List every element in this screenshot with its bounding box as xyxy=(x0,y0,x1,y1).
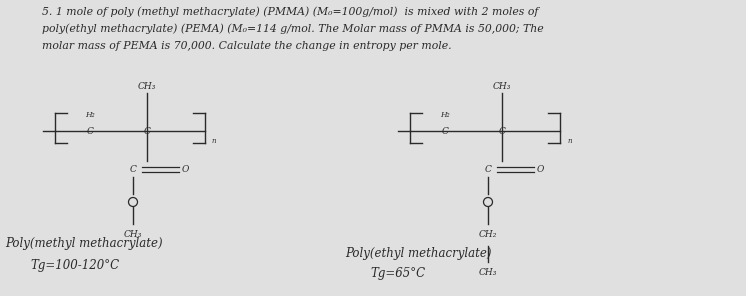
Text: Poly(methyl methacrylate): Poly(methyl methacrylate) xyxy=(5,237,163,250)
Text: molar mass of PEMA is 70,000. Calculate the change in entropy per mole.: molar mass of PEMA is 70,000. Calculate … xyxy=(42,41,451,51)
Text: 5. 1 mole of poly (methyl methacrylate) (PMMA) (M₀=100g/mol)  is mixed with 2 mo: 5. 1 mole of poly (methyl methacrylate) … xyxy=(42,6,539,17)
Text: CH₃: CH₃ xyxy=(124,230,142,239)
Text: C: C xyxy=(442,126,448,136)
Text: C: C xyxy=(130,165,137,173)
Text: O: O xyxy=(537,165,545,173)
Text: C: C xyxy=(87,126,93,136)
Text: CH₃: CH₃ xyxy=(138,82,156,91)
Text: n: n xyxy=(567,137,571,145)
Text: poly(ethyl methacrylate) (PEMA) (M₀=114 g/mol. The Molar mass of PMMA is 50,000;: poly(ethyl methacrylate) (PEMA) (M₀=114 … xyxy=(42,23,544,34)
Text: H₂: H₂ xyxy=(85,111,95,119)
Text: Poly(ethyl methacrylate): Poly(ethyl methacrylate) xyxy=(345,247,492,260)
Text: CH₂: CH₂ xyxy=(479,230,497,239)
Text: O: O xyxy=(182,165,189,173)
Text: Tg=65°C: Tg=65°C xyxy=(370,268,425,281)
Text: C: C xyxy=(485,165,492,173)
Text: CH₃: CH₃ xyxy=(493,82,511,91)
Text: C: C xyxy=(498,126,506,136)
Text: n: n xyxy=(212,137,216,145)
Text: H₂: H₂ xyxy=(440,111,450,119)
Text: Tg=100-120°C: Tg=100-120°C xyxy=(30,260,119,273)
Text: CH₃: CH₃ xyxy=(479,268,497,277)
Text: C: C xyxy=(143,126,151,136)
